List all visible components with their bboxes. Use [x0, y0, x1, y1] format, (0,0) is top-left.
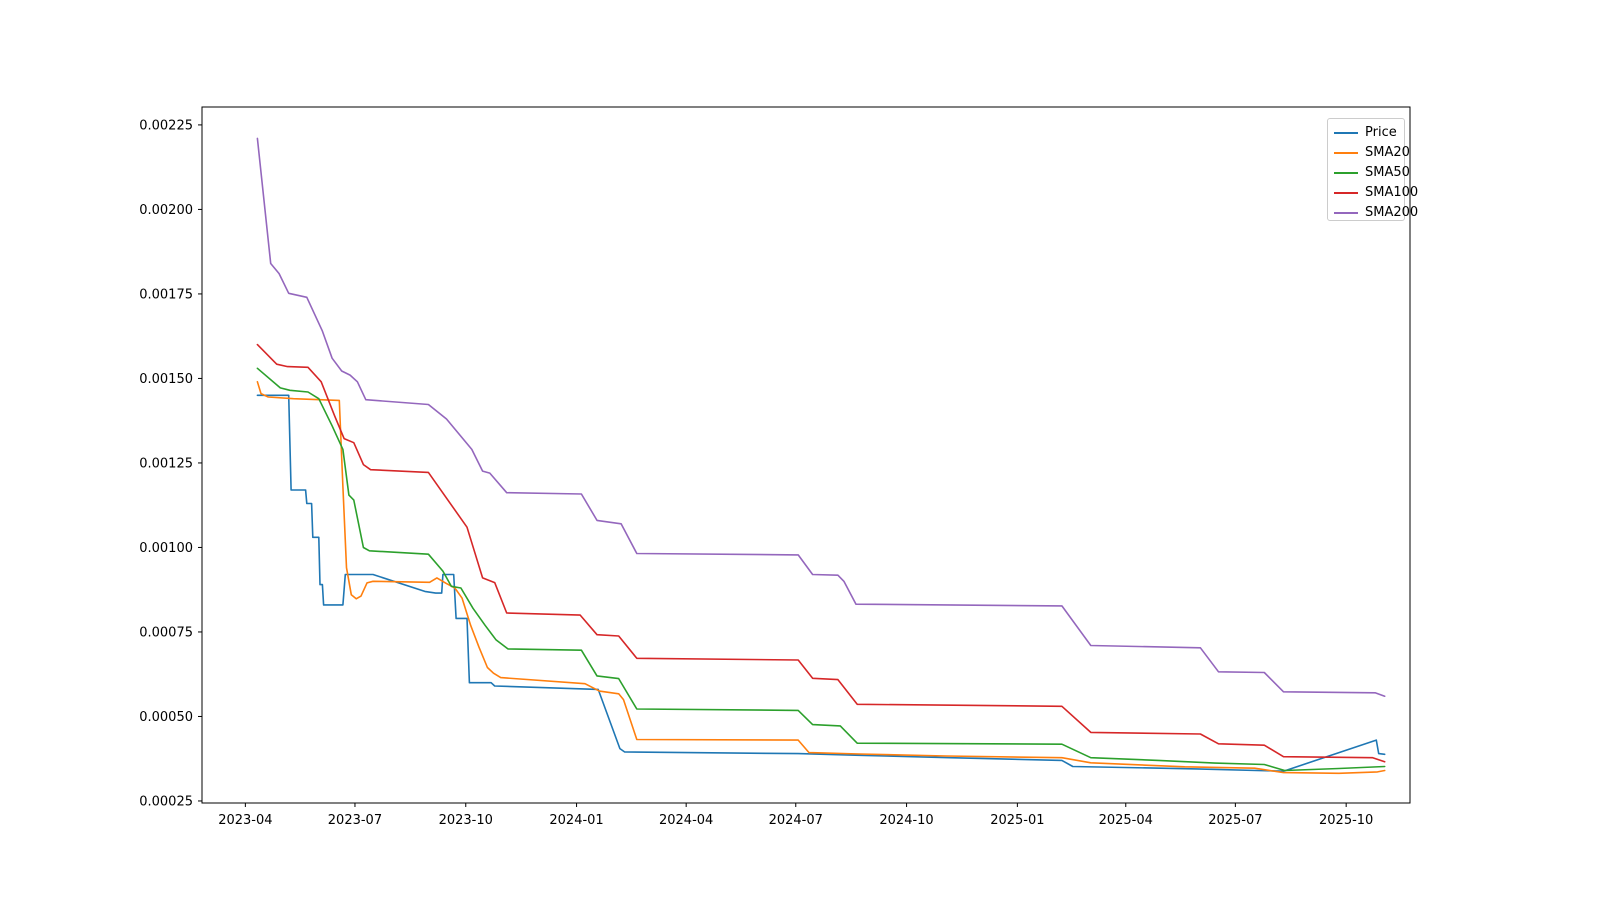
- y-tick-label: 0.00175: [139, 287, 193, 302]
- legend-item-sma50: SMA50: [1328, 163, 1410, 183]
- series-line-sma50: [256, 367, 1386, 772]
- plot-border: [201, 106, 1411, 804]
- legend-label-sma200: SMA200: [1365, 205, 1419, 220]
- series-line-sma200: [256, 137, 1386, 698]
- y-tick-label: 0.00100: [139, 541, 193, 556]
- sma100-line-swatch: [1334, 192, 1358, 194]
- y-tick-label: 0.00025: [139, 794, 193, 809]
- sma50-line-swatch: [1334, 172, 1358, 174]
- legend-item-price: Price: [1328, 123, 1404, 143]
- series-line-sma100: [256, 343, 1386, 763]
- series-line-sma20: [256, 380, 1386, 775]
- x-tick-label: 2025-07: [1208, 813, 1262, 828]
- x-tick-label: 2024-07: [769, 813, 823, 828]
- legend-item-sma200: SMA200: [1328, 203, 1418, 223]
- x-tick-label: 2025-04: [1099, 813, 1153, 828]
- sma200-line-swatch: [1334, 212, 1358, 214]
- sma20-line-swatch: [1334, 152, 1358, 154]
- y-tick-label: 0.00200: [139, 203, 193, 218]
- series-line-price: [256, 394, 1386, 773]
- y-tick-label: 0.00075: [139, 625, 193, 640]
- legend-item-sma100: SMA100: [1328, 183, 1418, 203]
- x-tick-label: 2024-10: [879, 813, 933, 828]
- y-tick-label: 0.00225: [139, 118, 193, 133]
- x-tick-label: 2025-10: [1319, 813, 1373, 828]
- legend-label-sma50: SMA50: [1365, 165, 1410, 180]
- y-tick-label: 0.00150: [139, 372, 193, 387]
- y-tick-label: 0.00125: [139, 456, 193, 471]
- y-tick-label: 0.00050: [139, 710, 193, 725]
- legend-item-sma20: SMA20: [1328, 143, 1410, 163]
- price-line-swatch: [1334, 132, 1358, 134]
- x-tick-label: 2024-01: [549, 813, 603, 828]
- legend-label-price: Price: [1365, 125, 1397, 140]
- x-tick-label: 2023-07: [328, 813, 382, 828]
- x-tick-label: 2024-04: [659, 813, 713, 828]
- x-tick-label: 2023-10: [439, 813, 493, 828]
- legend-label-sma20: SMA20: [1365, 145, 1410, 160]
- x-tick-label: 2025-01: [990, 813, 1044, 828]
- x-tick-label: 2023-04: [218, 813, 272, 828]
- legend-label-sma100: SMA100: [1365, 185, 1419, 200]
- legend-box: Price SMA20 SMA50 SMA100 SMA200: [1327, 118, 1418, 223]
